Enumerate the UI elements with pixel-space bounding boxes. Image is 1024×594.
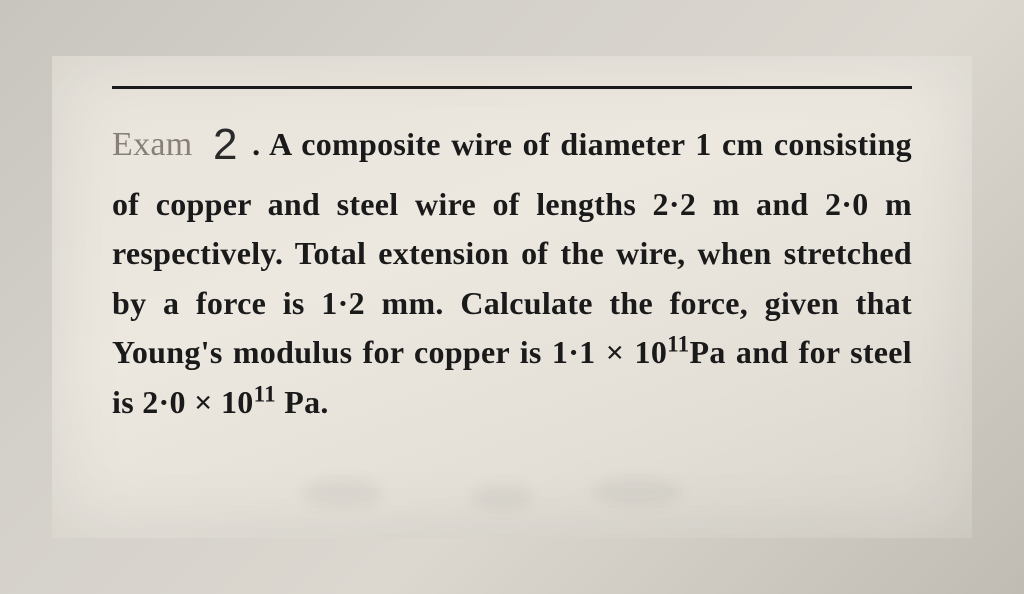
exam-label: Exam (112, 126, 193, 163)
paper-smudge (592, 478, 682, 506)
horizontal-rule (112, 86, 912, 89)
paper-smudge (472, 485, 532, 510)
exponent-steel: 11 (254, 380, 276, 406)
paper-smudge (302, 478, 382, 508)
unit-copper: Pa (690, 334, 726, 370)
paper-page: Exam 2 . A composite wire of diameter 1 … (52, 56, 972, 537)
unit-steel: Pa. (276, 384, 329, 420)
exam-number: 2 (213, 120, 238, 169)
problem-text: Exam 2 . A composite wire of diameter 1 … (112, 111, 912, 427)
exponent-copper: 11 (667, 331, 689, 357)
lead-punctuation: . (252, 126, 260, 162)
